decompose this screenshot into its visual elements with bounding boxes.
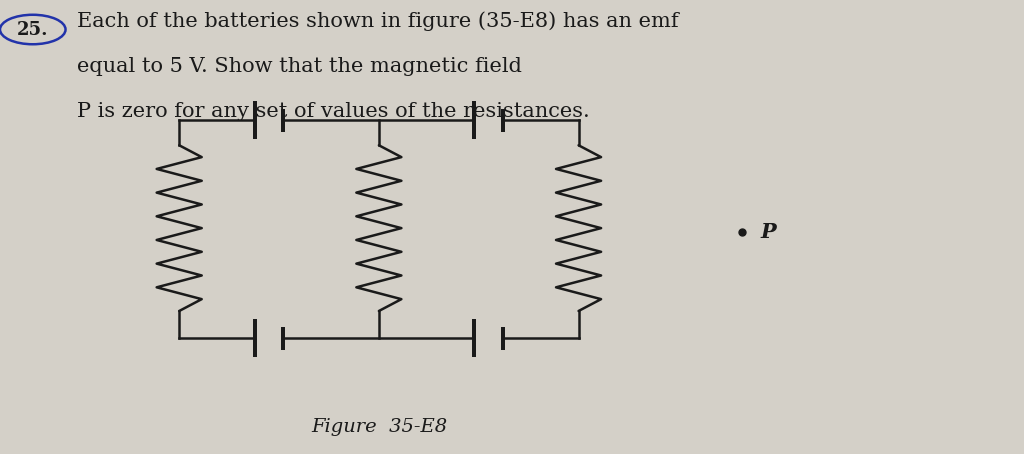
Text: P: P: [761, 222, 776, 242]
Text: P is zero for any set of values of the resistances.: P is zero for any set of values of the r…: [77, 102, 590, 121]
Text: equal to 5 V. Show that the magnetic field: equal to 5 V. Show that the magnetic fie…: [77, 57, 528, 76]
Text: 25.: 25.: [17, 20, 48, 39]
Text: Figure  35-E8: Figure 35-E8: [311, 418, 446, 436]
Text: Each of the batteries shown in figure (35-E8) has an emf: Each of the batteries shown in figure (3…: [77, 11, 679, 31]
